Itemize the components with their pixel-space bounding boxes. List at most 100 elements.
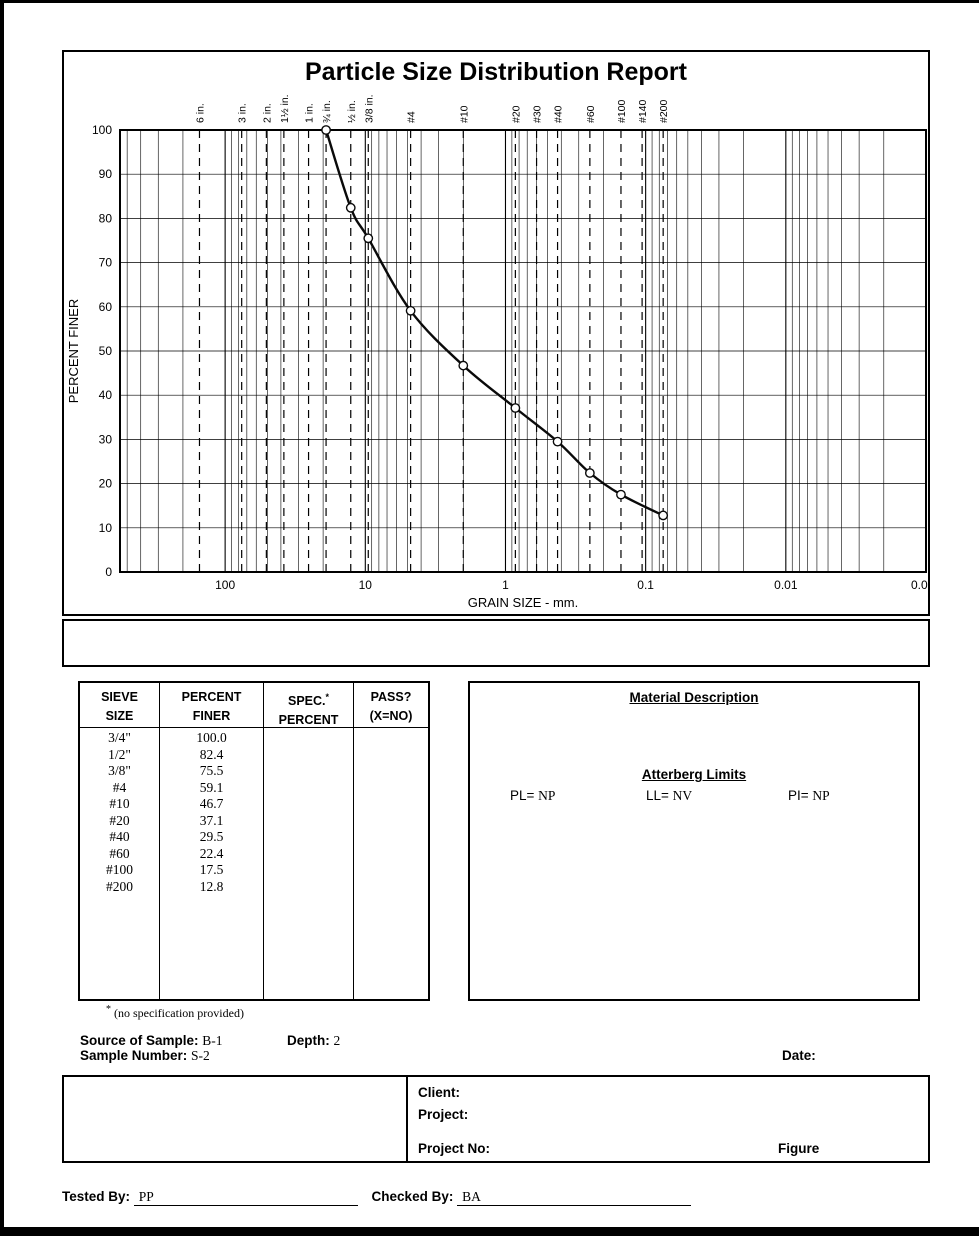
svg-text:#60: #60	[585, 105, 597, 123]
table-cell	[264, 829, 353, 846]
table-column-pass: PASS? (X=NO)	[353, 683, 428, 999]
source-of-sample-line: Source of Sample: B-1 Depth: 2	[80, 1033, 930, 1048]
table-cell: #60	[109, 845, 130, 861]
tested-by-value: PP	[133, 1189, 358, 1206]
table-cell	[264, 796, 353, 813]
table-cell: 100.0	[196, 730, 227, 745]
checked-by-label: Checked By:	[371, 1189, 454, 1204]
svg-text:90: 90	[99, 167, 113, 181]
svg-text:#4: #4	[406, 111, 418, 123]
sample-number-value: S-2	[191, 1048, 210, 1063]
table-cell: 29.5	[199, 829, 224, 844]
pl-field: PL= NP	[510, 788, 555, 804]
table-cell: 37.1	[199, 812, 224, 828]
svg-text:0.01: 0.01	[774, 578, 798, 592]
svg-text:GRAIN SIZE - mm.: GRAIN SIZE - mm.	[468, 595, 579, 610]
sample-number-line: Sample Number: S-2 Date:	[80, 1048, 930, 1063]
svg-text:¾ in.: ¾ in.	[321, 100, 333, 123]
table-cell	[354, 879, 428, 896]
pl-value: NP	[538, 788, 556, 803]
table-cell	[354, 862, 428, 879]
svg-text:#20: #20	[510, 105, 522, 123]
svg-text:#10: #10	[458, 105, 470, 123]
tested-by-label: Tested By:	[62, 1189, 131, 1204]
svg-text:20: 20	[99, 477, 113, 491]
pi-value: NP	[812, 788, 830, 803]
table-cell	[264, 846, 353, 863]
sieve-results-table: SIEVE SIZE 3/4" 1/2" 3/8" #4 #10 #20 #40 #60 #10…	[78, 681, 430, 1001]
table-cell	[264, 879, 353, 896]
pi-field: PI= NP	[788, 788, 830, 804]
table-cell: #10	[109, 796, 130, 811]
table-column-spec-percent: SPEC.* PERCENT	[263, 683, 353, 999]
table-cell: 3/8"	[108, 763, 131, 778]
ll-value: NV	[672, 788, 693, 803]
svg-text:3 in.: 3 in.	[237, 103, 249, 123]
svg-text:0: 0	[105, 565, 112, 579]
table-cell: 12.8	[199, 878, 224, 894]
sieve-size-header: SIEVE SIZE	[80, 683, 159, 728]
source-of-sample-label: Source of Sample:	[80, 1033, 199, 1048]
svg-text:100: 100	[215, 578, 235, 592]
depth-field: Depth: 2	[287, 1033, 340, 1048]
svg-text:0.1: 0.1	[637, 578, 654, 592]
table-cell: #20	[109, 812, 130, 828]
date-label: Date:	[782, 1048, 816, 1063]
svg-text:40: 40	[99, 388, 113, 402]
table-cell	[354, 829, 428, 846]
table-cell: #100	[106, 862, 133, 877]
figure-label: Figure	[778, 1141, 820, 1156]
ll-field: LL= NV	[646, 788, 692, 804]
table-cell	[354, 763, 428, 780]
tables-row: SIEVE SIZE 3/4" 1/2" 3/8" #4 #10 #20 #40 #60 #10…	[62, 681, 930, 1001]
material-description-title: Material Description	[629, 690, 759, 705]
project-label: Project:	[418, 1107, 469, 1122]
svg-text:#100: #100	[616, 99, 628, 123]
summary-strip	[62, 619, 930, 667]
svg-text:10: 10	[99, 521, 113, 535]
report-content: Particle Size Distribution Report 0 10 20 3…	[62, 50, 930, 1206]
client-project-box: Client: Project: Project No: Figure	[408, 1077, 928, 1161]
table-cell	[354, 796, 428, 813]
percent-finer-values: 100.0 82.4 75.5 59.1 46.7 37.1 29.5 22.4 17.5 12.…	[160, 728, 263, 895]
table-cell	[264, 730, 353, 747]
report-title: Particle Size Distribution Report	[304, 58, 687, 86]
table-cell: 46.7	[199, 796, 224, 811]
pi-label: PI=	[788, 788, 809, 803]
table-cell	[354, 747, 428, 764]
table-column-percent-finer: PERCENT FINER 100.0 82.4 75.5 59.1 46.7 37.1 2…	[159, 683, 263, 999]
sample-info: Source of Sample: B-1 Depth: 2 Sample Nu…	[80, 1033, 930, 1063]
table-column-sieve-size: SIEVE SIZE 3/4" 1/2" 3/8" #4 #10 #20 #40 #60 #10…	[80, 683, 159, 999]
table-cell	[264, 747, 353, 764]
svg-text:½ in.: ½ in.	[346, 100, 358, 123]
svg-text:3/8 in.: 3/8 in.	[363, 94, 375, 123]
sample-number-label: Sample Number:	[80, 1048, 188, 1063]
table-cell	[264, 813, 353, 830]
table-cell: 59.1	[199, 779, 224, 795]
table-cell: #4	[112, 779, 127, 795]
svg-text:100: 100	[92, 123, 112, 137]
spec-percent-values	[264, 728, 353, 895]
table-cell: #40	[109, 829, 130, 844]
ll-label: LL=	[646, 788, 669, 803]
spec-footnote: * (no specification provided)	[106, 1004, 244, 1020]
pass-header: PASS? (X=NO)	[354, 683, 428, 728]
svg-text:0.001: 0.001	[911, 578, 928, 592]
svg-text:1½ in.: 1½ in.	[279, 94, 291, 123]
atterberg-limits-title: Atterberg Limits	[641, 767, 747, 782]
table-cell	[264, 763, 353, 780]
project-no-label: Project No:	[418, 1141, 491, 1156]
table-cell: 75.5	[199, 763, 224, 778]
material-description-box: Material Description Atterberg Limits PL…	[468, 681, 920, 1001]
svg-text:#200: #200	[658, 99, 670, 123]
chart-section: Particle Size Distribution Report 0 10 20 3…	[62, 50, 930, 616]
table-cell: 3/4"	[108, 730, 131, 745]
depth-label: Depth:	[287, 1033, 330, 1048]
table-cell: 82.4	[199, 746, 224, 762]
client-label: Client:	[418, 1085, 460, 1100]
svg-text:PERCENT FINER: PERCENT FINER	[66, 299, 81, 404]
table-cell	[264, 780, 353, 797]
footer-left-box	[64, 1077, 408, 1161]
footer-boxes: Client: Project: Project No: Figure	[62, 1075, 930, 1163]
